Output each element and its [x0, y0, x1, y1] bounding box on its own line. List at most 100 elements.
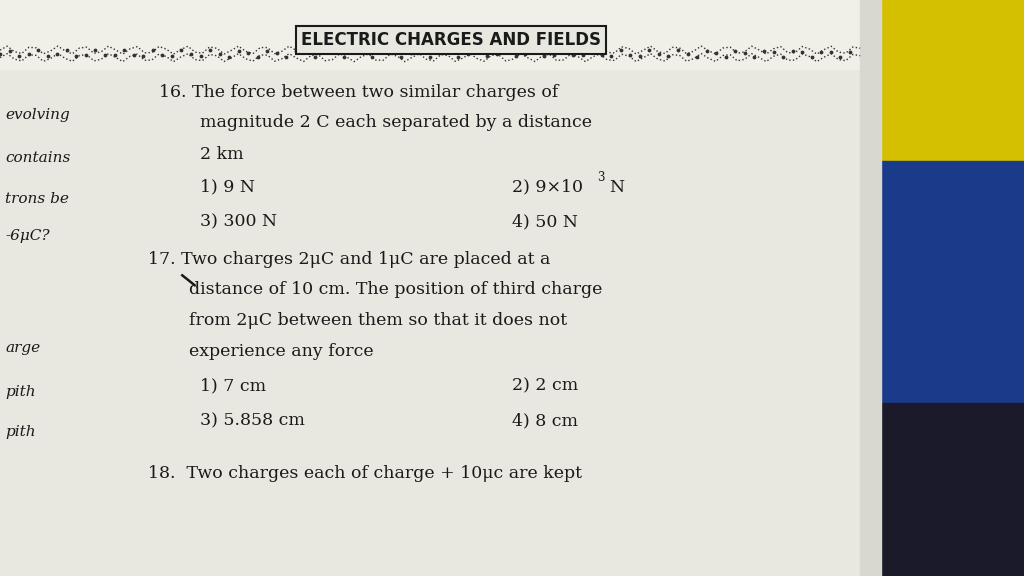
Text: magnitude 2 C each separated by a distance: magnitude 2 C each separated by a distan… — [200, 114, 592, 131]
Point — [412, 47, 428, 56]
Bar — [0, 0, 881, 69]
Text: 4) 50 N: 4) 50 N — [512, 213, 578, 230]
Point — [259, 46, 275, 55]
Point — [698, 46, 715, 55]
Point — [402, 48, 419, 57]
Point — [689, 52, 706, 61]
Point — [765, 48, 781, 57]
Point — [30, 46, 46, 55]
Point — [813, 47, 829, 56]
Point — [555, 46, 571, 55]
Point — [49, 50, 66, 59]
Point — [756, 47, 772, 56]
Point — [365, 52, 381, 62]
Point — [78, 50, 94, 59]
Point — [526, 46, 543, 55]
Point — [603, 51, 620, 60]
Point — [594, 51, 610, 60]
Point — [623, 50, 639, 59]
Text: 3) 5.858 cm: 3) 5.858 cm — [200, 412, 304, 429]
Text: N: N — [609, 179, 625, 196]
Point — [40, 51, 56, 60]
Point — [211, 49, 227, 58]
Point — [842, 48, 858, 57]
Text: evolving: evolving — [5, 108, 70, 122]
Point — [565, 51, 582, 60]
Point — [97, 51, 114, 60]
Text: 1) 9 N: 1) 9 N — [200, 179, 255, 196]
Point — [632, 51, 648, 60]
Point — [20, 50, 37, 59]
Point — [736, 48, 753, 58]
Point — [508, 51, 524, 60]
Point — [431, 48, 447, 58]
Polygon shape — [860, 0, 881, 576]
Text: 4) 8 cm: 4) 8 cm — [512, 412, 578, 429]
Bar — [881, 403, 1024, 576]
Point — [164, 51, 180, 60]
Text: 1) 7 cm: 1) 7 cm — [200, 377, 266, 395]
Text: 2) 9×10: 2) 9×10 — [512, 179, 583, 196]
Point — [183, 50, 200, 59]
Point — [708, 49, 724, 58]
Point — [546, 50, 562, 59]
Point — [784, 47, 801, 56]
Point — [250, 52, 266, 61]
Text: experience any force: experience any force — [189, 343, 374, 360]
Point — [279, 52, 295, 62]
Point — [574, 51, 591, 60]
Point — [479, 52, 496, 61]
Text: 17. Two charges 2μC and 1μC are placed at a: 17. Two charges 2μC and 1μC are placed a… — [148, 251, 551, 268]
Point — [460, 49, 476, 58]
Point — [498, 46, 514, 55]
Point — [336, 52, 352, 62]
Point — [288, 47, 304, 56]
Point — [155, 50, 171, 59]
Text: 3: 3 — [597, 171, 604, 184]
Point — [126, 51, 142, 60]
Point — [794, 47, 810, 56]
Point — [144, 46, 161, 55]
Point — [0, 49, 8, 58]
Text: 2) 2 cm: 2) 2 cm — [512, 377, 579, 395]
Text: ELECTRIC CHARGES AND FIELDS: ELECTRIC CHARGES AND FIELDS — [301, 31, 600, 50]
Point — [268, 48, 285, 58]
Point — [307, 52, 324, 62]
Point — [718, 52, 734, 61]
Text: 18.  Two charges each of charge + 10μc are kept: 18. Two charges each of charge + 10μc ar… — [148, 465, 583, 482]
Point — [451, 52, 467, 61]
Text: arge: arge — [5, 342, 40, 355]
Point — [135, 51, 152, 60]
Point — [469, 46, 485, 55]
Point — [422, 52, 438, 62]
Point — [383, 47, 399, 56]
Text: -6μC?: -6μC? — [5, 229, 49, 243]
Point — [746, 52, 763, 62]
Point — [297, 48, 313, 57]
Point — [488, 50, 505, 59]
Text: 16. The force between two similar charges of: 16. The force between two similar charge… — [159, 84, 558, 101]
Text: trons be: trons be — [5, 192, 69, 206]
Point — [316, 47, 333, 56]
Text: distance of 10 cm. The position of third charge: distance of 10 cm. The position of third… — [189, 281, 603, 298]
Bar — [881, 161, 1024, 403]
Point — [804, 52, 820, 62]
Text: 2 km: 2 km — [200, 146, 244, 163]
Point — [612, 46, 629, 55]
Point — [440, 46, 457, 55]
Point — [69, 51, 85, 60]
Point — [679, 49, 695, 58]
Point — [173, 46, 189, 55]
Point — [1, 46, 17, 55]
Text: contains: contains — [5, 151, 71, 165]
Point — [650, 50, 667, 59]
Point — [517, 50, 534, 59]
Point — [393, 52, 410, 62]
Point — [202, 46, 218, 55]
Text: from 2μC between them so that it does not: from 2μC between them so that it does no… — [189, 312, 567, 329]
Point — [58, 46, 75, 55]
Point — [193, 52, 209, 61]
Point — [775, 52, 792, 62]
Point — [641, 46, 657, 55]
Point — [822, 47, 839, 56]
